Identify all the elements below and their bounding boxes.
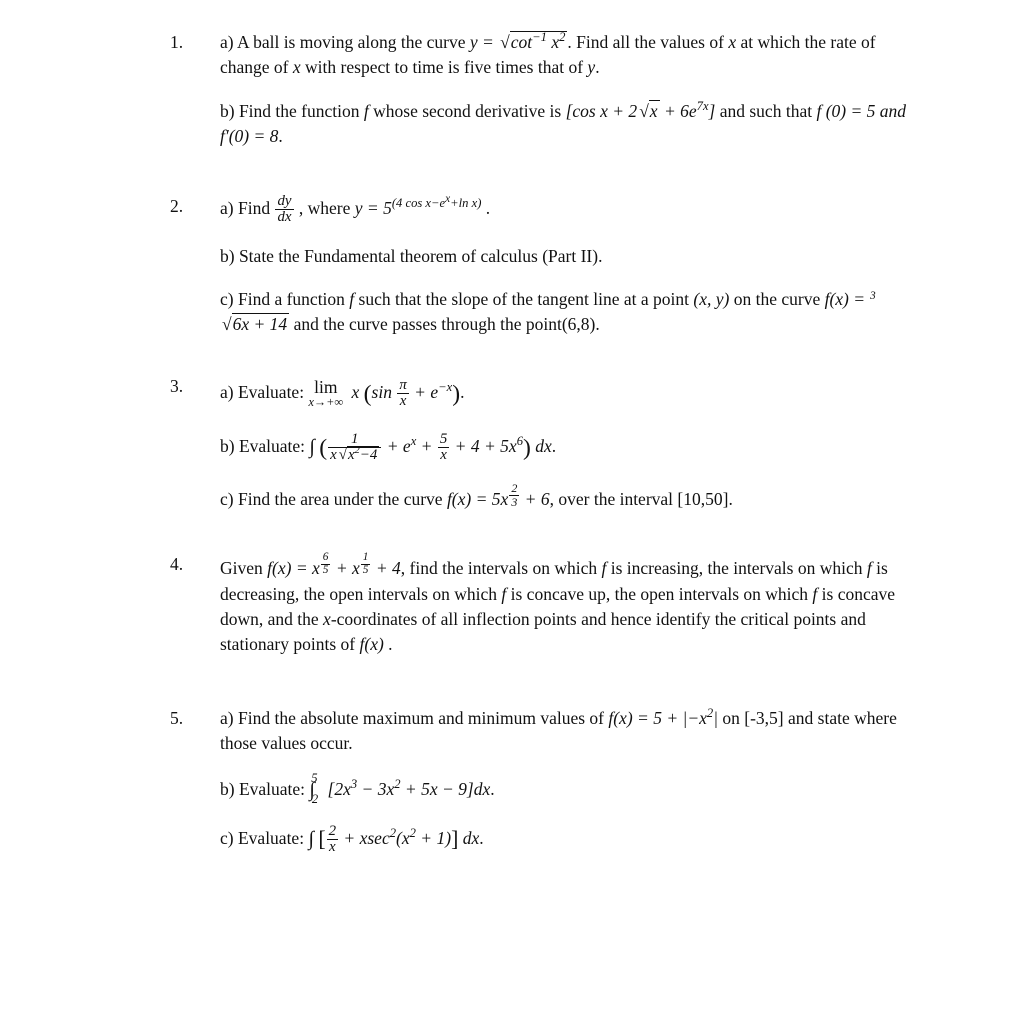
q1-part-b: b) Find the function f whose second deri… — [220, 99, 924, 150]
part-label: a) — [220, 708, 234, 728]
equation: ∫25[2x3 − 3x2 + 5x − 9]dx — [309, 779, 490, 799]
q5-part-c: c) Evaluate: ∫ [2x + xsec2(x2 + 1)] dx. — [220, 822, 924, 856]
text: is concave up, the open intervals on whi… — [506, 584, 812, 604]
page: 1. a) A ball is moving along the curve y… — [0, 0, 1024, 1018]
part-label: c) — [220, 828, 234, 848]
equation: ∫ (1x√x2−4 + ex + 5x + 4 + 5x6) dx — [309, 436, 551, 456]
text: , over the interval — [550, 489, 678, 509]
part-label: c) — [220, 289, 234, 309]
text: Given — [220, 558, 267, 578]
part-label: b) — [220, 101, 235, 121]
equation: y = 5(4 cos x−ex+ln x) — [355, 198, 482, 218]
text: . — [490, 779, 494, 799]
part-label: b) — [220, 436, 235, 456]
equation: [cos x + 2√x + 6e7x] — [566, 101, 716, 121]
text: Find the absolute maximum and minimum va… — [238, 708, 608, 728]
text: on the curve — [729, 289, 824, 309]
equation: ∫ [2x + xsec2(x2 + 1)] dx — [308, 828, 479, 848]
var: x — [323, 609, 331, 629]
text: is increasing, the intervals on which — [606, 558, 867, 578]
text: Find a function — [238, 289, 349, 309]
q3-part-a: a) Evaluate: limx→+∞ x (sin πx + e−x). — [220, 374, 924, 410]
text: State the Fundamental theorem of calculu… — [239, 246, 603, 266]
question-number: 1. — [170, 30, 220, 150]
text: . — [384, 634, 393, 654]
text: and the curve passes through the point — [289, 314, 562, 334]
question-body: a) A ball is moving along the curve y = … — [220, 30, 924, 150]
part-label: b) — [220, 779, 235, 799]
q2-part-b: b) State the Fundamental theorem of calc… — [220, 244, 924, 269]
text: . — [278, 126, 282, 146]
text: and such that — [715, 101, 816, 121]
question-body: a) Find dydx , where y = 5(4 cos x−ex+ln… — [220, 194, 924, 338]
question-number: 2. — [170, 194, 220, 338]
question-body: a) Find the absolute maximum and minimum… — [220, 706, 924, 856]
text: . — [460, 382, 464, 402]
content-area: 1. a) A ball is moving along the curve y… — [170, 30, 924, 856]
question-1: 1. a) A ball is moving along the curve y… — [170, 30, 924, 150]
text: . — [728, 489, 732, 509]
and: and — [875, 101, 906, 121]
text: . Find all the values of — [567, 32, 728, 52]
text: A ball is moving along the curve — [237, 32, 470, 52]
text: on — [718, 708, 744, 728]
question-number: 3. — [170, 374, 220, 512]
text: . — [486, 198, 490, 218]
q4-part: Given f(x) = x65 + x15 + 4, find the int… — [220, 552, 924, 658]
q1-part-a: a) A ball is moving along the curve y = … — [220, 30, 924, 81]
part-label: a) — [220, 382, 234, 402]
text: Find the function — [239, 101, 364, 121]
interval: [10,50] — [677, 489, 728, 509]
text: Evaluate: — [239, 436, 309, 456]
question-2: 2. a) Find dydx , where y = 5(4 cos x−ex… — [170, 194, 924, 338]
equation: y = √cot−1 x2 — [470, 32, 568, 52]
text: with respect to time is five times that … — [301, 57, 588, 77]
text: . — [479, 828, 483, 848]
text: . — [595, 314, 599, 334]
text: Evaluate: — [239, 779, 309, 799]
part-label: a) — [220, 32, 234, 52]
var: x — [293, 57, 301, 77]
text: Evaluate: — [238, 382, 308, 402]
q2-part-c: c) Find a function f such that the slope… — [220, 287, 924, 338]
fraction-dy-dx: dydx — [275, 194, 293, 226]
text: whose second derivative is — [369, 101, 566, 121]
var: x — [728, 32, 736, 52]
question-3: 3. a) Evaluate: limx→+∞ x (sin πx + e−x)… — [170, 374, 924, 512]
fx: f(x) — [360, 634, 384, 654]
condition: f (0) = 5 — [816, 101, 875, 121]
condition: f′(0) = 8 — [220, 126, 278, 146]
question-5: 5. a) Find the absolute maximum and mini… — [170, 706, 924, 856]
text: Find the area under the curve — [238, 489, 447, 509]
equation: f(x) = 5 + |−x2| — [608, 708, 718, 728]
text: such that the slope of the tangent line … — [354, 289, 693, 309]
text: , where — [299, 198, 355, 218]
text: . — [552, 436, 556, 456]
question-body: Given f(x) = x65 + x15 + 4, find the int… — [220, 552, 924, 658]
equation: x (sin πx + e−x) — [352, 382, 461, 402]
equation: f(x) = x65 + x15 + 4 — [267, 558, 401, 578]
q5-part-a: a) Find the absolute maximum and minimum… — [220, 706, 924, 757]
point-value: (6,8) — [562, 314, 596, 334]
question-4: 4. Given f(x) = x65 + x15 + 4, find the … — [170, 552, 924, 658]
q3-part-c: c) Find the area under the curve f(x) = … — [220, 482, 924, 512]
interval: [-3,5] — [744, 708, 783, 728]
question-number: 4. — [170, 552, 220, 658]
text: Evaluate: — [238, 828, 308, 848]
q5-part-b: b) Evaluate: ∫25[2x3 − 3x2 + 5x − 9]dx. — [220, 775, 924, 804]
part-label: a) — [220, 198, 234, 218]
q2-part-a: a) Find dydx , where y = 5(4 cos x−ex+ln… — [220, 194, 924, 226]
text: . — [595, 57, 599, 77]
q3-part-b: b) Evaluate: ∫ (1x√x2−4 + ex + 5x + 4 + … — [220, 428, 924, 464]
point: (x, y) — [693, 289, 729, 309]
part-label: b) — [220, 246, 235, 266]
question-number: 5. — [170, 706, 220, 856]
part-label: c) — [220, 489, 234, 509]
limit: limx→+∞ — [308, 379, 343, 409]
equation: f(x) = 5x23 + 6 — [447, 489, 550, 509]
question-body: a) Evaluate: limx→+∞ x (sin πx + e−x). b… — [220, 374, 924, 512]
text: Find — [238, 198, 274, 218]
text: , find the intervals on which — [401, 558, 602, 578]
